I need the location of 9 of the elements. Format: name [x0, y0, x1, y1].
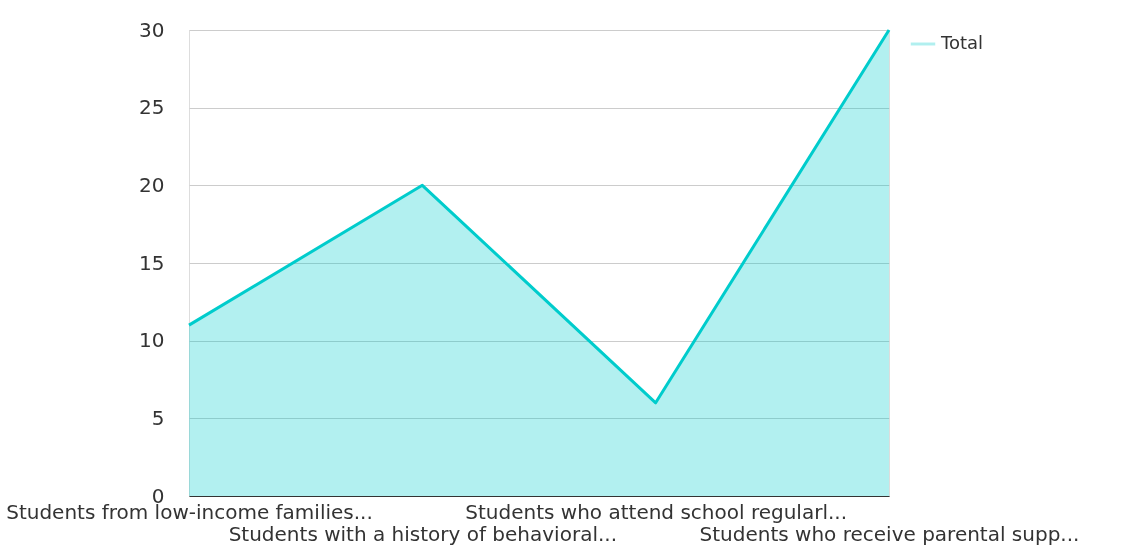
y-tick-label: 30: [139, 17, 165, 42]
y-tick-label: 15: [139, 250, 165, 275]
x-tick-label: Students who attend school regularl...: [465, 499, 848, 524]
y-tick-label: 5: [151, 405, 165, 430]
x-tick-label: Students with a history of behavioral...: [228, 521, 618, 546]
legend-label: Total: [940, 32, 984, 53]
y-tick-label: 10: [139, 328, 165, 353]
y-tick-label: 20: [139, 172, 165, 197]
y-tick-label: 25: [139, 95, 165, 120]
